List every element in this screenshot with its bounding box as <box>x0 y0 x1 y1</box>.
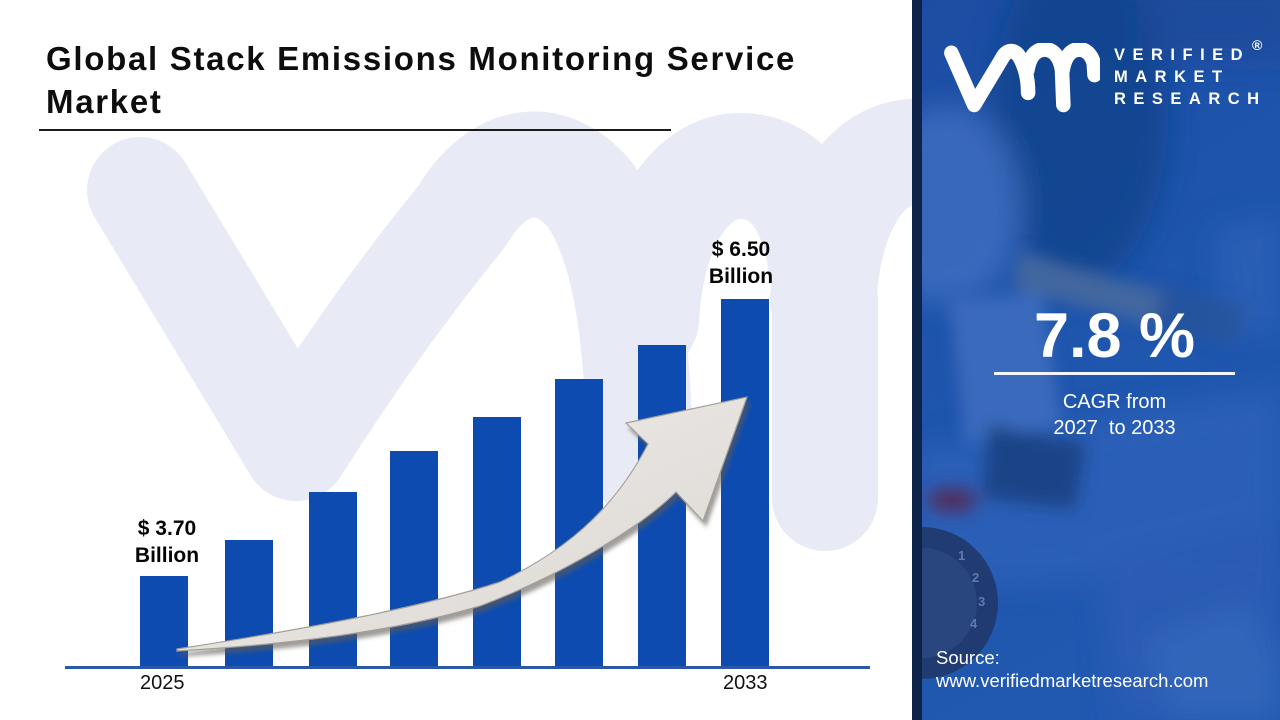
svg-text:1: 1 <box>958 548 965 563</box>
svg-text:2: 2 <box>972 570 979 585</box>
svg-text:4: 4 <box>970 616 978 631</box>
svg-text:3: 3 <box>978 594 985 609</box>
